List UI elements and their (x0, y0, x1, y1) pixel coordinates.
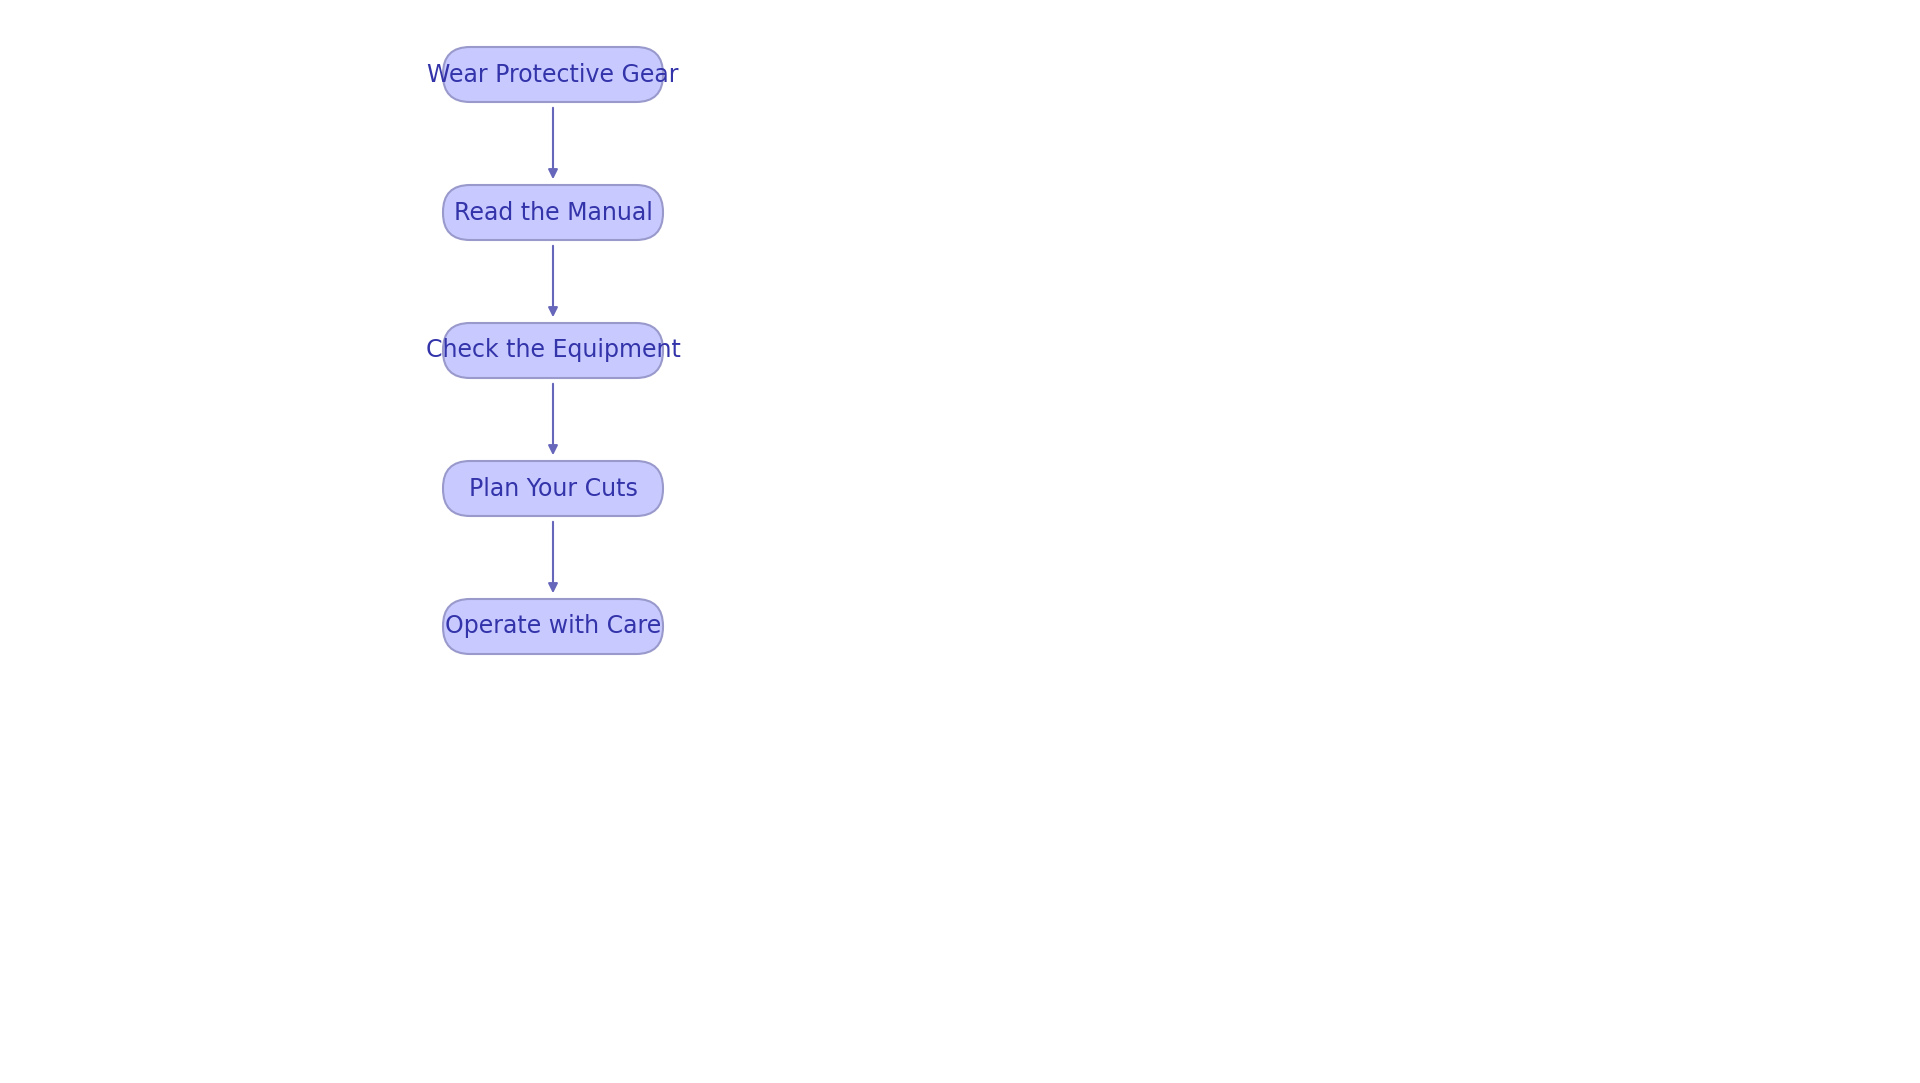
FancyBboxPatch shape (444, 185, 662, 240)
FancyBboxPatch shape (444, 461, 662, 516)
Text: Read the Manual: Read the Manual (453, 200, 653, 224)
FancyBboxPatch shape (444, 323, 662, 378)
Text: Plan Your Cuts: Plan Your Cuts (468, 477, 637, 500)
Text: Operate with Care: Operate with Care (445, 614, 660, 639)
FancyBboxPatch shape (444, 599, 662, 654)
Text: Wear Protective Gear: Wear Protective Gear (428, 63, 680, 87)
Text: Check the Equipment: Check the Equipment (426, 339, 680, 363)
FancyBboxPatch shape (444, 47, 662, 102)
